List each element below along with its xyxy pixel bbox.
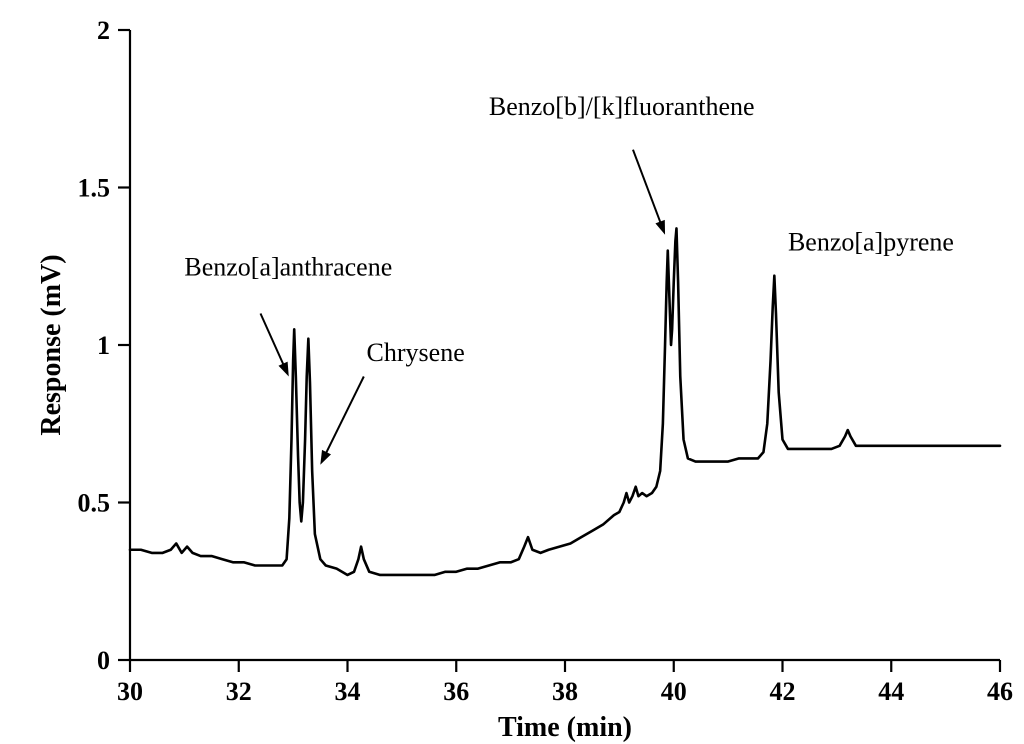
x-tick-label: 44 xyxy=(878,677,904,706)
x-tick-label: 46 xyxy=(987,677,1013,706)
x-tick-label: 30 xyxy=(117,677,143,706)
x-tick-label: 38 xyxy=(552,677,578,706)
x-axis-label: Time (min) xyxy=(498,712,632,743)
label-benzo-a-anthracene: Benzo[a]anthracene xyxy=(184,253,392,282)
y-tick-label: 0 xyxy=(97,646,110,675)
chromatogram-chart: 30 32 34 36 38 40 42 44 46 0 0.5 1 1.5 2 Time (min) Res… xyxy=(0,0,1024,744)
x-tick-label: 36 xyxy=(443,677,469,706)
y-tick-label: 2 xyxy=(97,16,110,45)
x-tick-label: 40 xyxy=(661,677,687,706)
x-tick-label: 42 xyxy=(770,677,796,706)
x-tick-label: 34 xyxy=(335,677,361,706)
y-axis-label: Response (mV) xyxy=(36,254,67,435)
y-tick-label: 1.5 xyxy=(78,174,111,203)
y-tick-label: 1 xyxy=(97,331,110,360)
label-chrysene: Chrysene xyxy=(367,338,465,367)
label-benzo-bk-fluoranthene: Benzo[b]/[k]fluoranthene xyxy=(489,92,755,121)
y-tick-label: 0.5 xyxy=(78,489,111,518)
x-tick-label: 32 xyxy=(226,677,252,706)
label-benzo-a-pyrene: Benzo[a]pyrene xyxy=(788,228,954,257)
